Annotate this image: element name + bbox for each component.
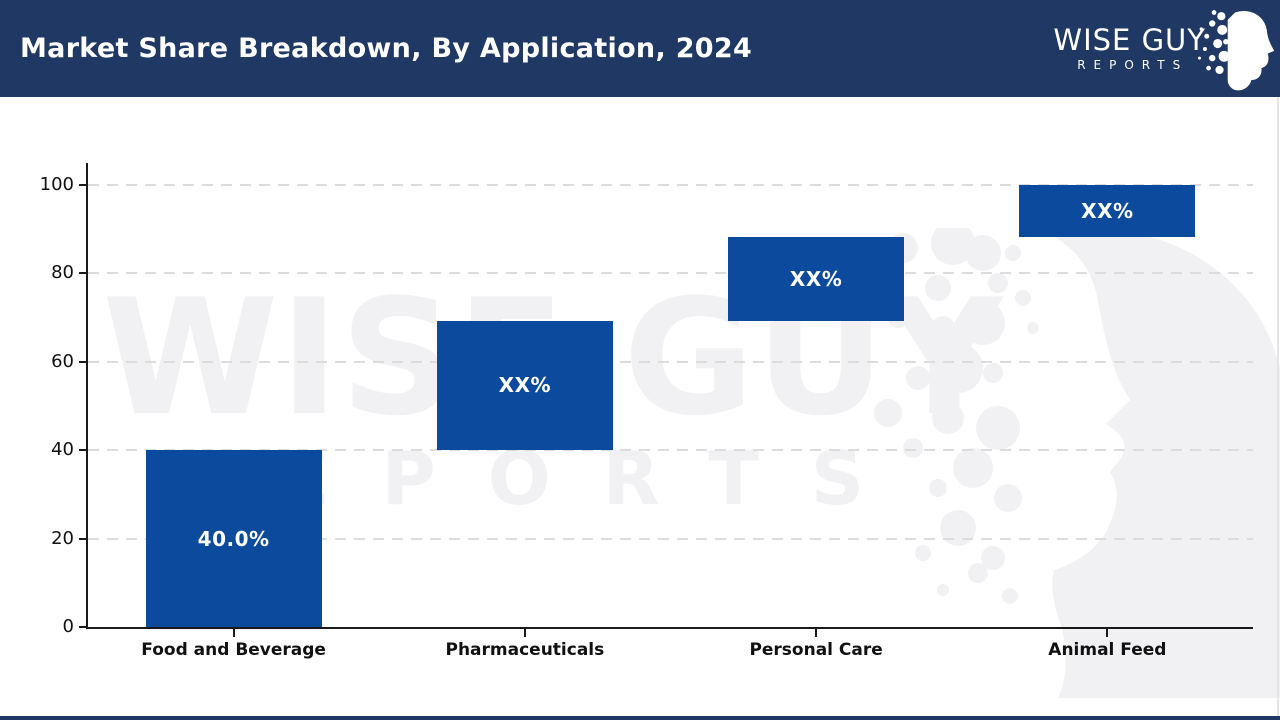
brand-logo: WISE GUY REPORTS [1053,5,1276,93]
gridline [88,184,1253,187]
y-tick-mark [79,184,88,187]
gridline [88,449,1253,452]
y-tick-label: 40 [51,439,74,461]
dotted-head-icon [1198,9,1275,90]
y-tick-mark [79,360,88,363]
bar-value-label: XX% [1081,199,1134,224]
x-category-label: Food and Beverage [141,640,326,660]
bar-segment: XX% [436,320,613,451]
chart-title: Market Share Breakdown, By Application, … [20,33,753,64]
gridline [88,537,1253,540]
x-tick-mark [815,629,818,637]
right-border [1277,97,1279,716]
bar-segment: XX% [1019,185,1196,238]
y-tick-label: 20 [51,527,74,549]
y-tick-mark [79,449,88,452]
y-tick-label: 0 [62,616,74,637]
brand-name: WISE GUY [1053,23,1206,57]
bar-value-label: XX% [789,266,843,291]
gridline [88,360,1253,363]
bar-value-label: 40.0% [197,526,270,551]
y-axis-line [86,163,88,629]
x-category-label: Pharmaceuticals [445,640,605,660]
bar-segment: 40.0% [145,450,322,627]
x-category-label: Personal Care [749,640,883,660]
bar-segment: XX% [728,237,905,321]
footer-strip [0,716,1280,720]
brand-logo-text: WISE GUY REPORTS [1053,23,1206,72]
y-tick-mark [79,272,88,275]
y-tick-label: 80 [51,262,74,284]
x-tick-mark [1106,629,1109,637]
y-tick-mark [79,537,88,540]
bar-value-label: XX% [498,373,552,398]
x-tick-mark [523,629,526,637]
y-tick-mark [79,626,88,628]
x-axis-line [86,627,1253,629]
x-category-label: Animal Feed [1048,640,1167,660]
x-tick-mark [232,629,235,637]
gridline [88,272,1253,275]
y-tick-label: 100 [39,174,74,196]
header-bar: Market Share Breakdown, By Application, … [0,0,1280,97]
y-tick-label: 60 [51,350,74,372]
brand-subtitle: REPORTS [1077,58,1189,72]
